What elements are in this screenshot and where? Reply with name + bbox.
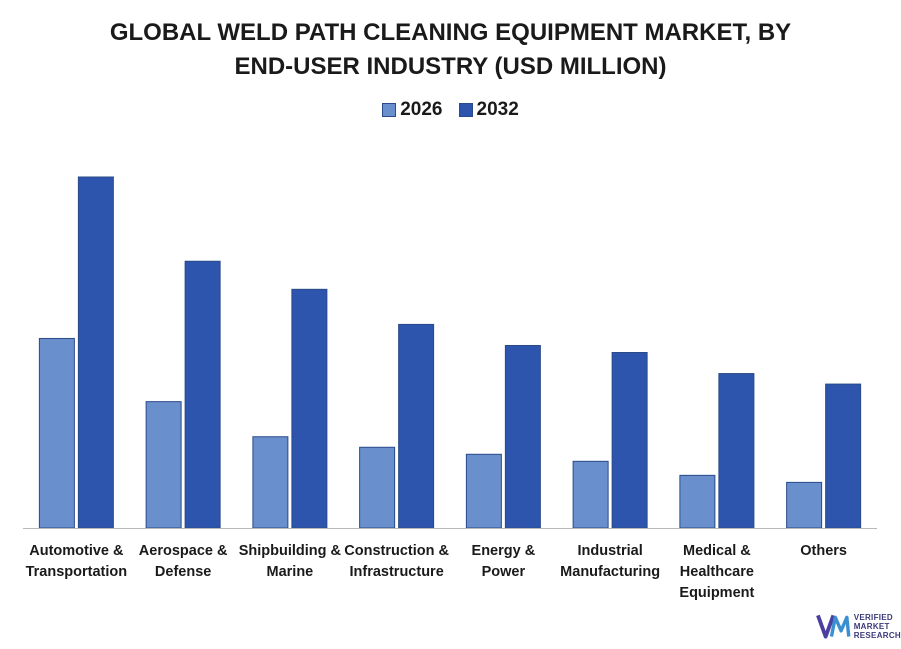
bar-2026-3	[359, 446, 396, 529]
legend-item-2032: 2032	[458, 99, 519, 121]
bar-2026-1	[145, 401, 182, 529]
x-tick-label-6: Medical & Healthcare Equipment	[679, 543, 754, 601]
legend-label-2032: 2032	[476, 99, 519, 120]
chart-title-line-1: GLOBAL WELD PATH CLEANING EQUIPMENT MARK…	[109, 19, 792, 46]
verified-market-research-logo: VERIFIED MARKET RESEARCH	[816, 608, 901, 644]
x-tick-label-7: Others	[800, 543, 847, 559]
bar-2026-5	[572, 460, 609, 529]
legend-item-2026: 2026	[382, 99, 443, 121]
chart-title-line-2: END-USER INDUSTRY (USD MILLION)	[234, 53, 667, 80]
bar-2032-7	[825, 383, 862, 529]
x-tick-label-1: Aerospace & Defense	[139, 543, 228, 580]
legend-label-2026: 2026	[400, 99, 443, 120]
bar-2032-3	[398, 323, 435, 529]
bar-2026-4	[465, 453, 502, 529]
bar-2026-2	[252, 436, 289, 529]
bar-2032-2	[291, 288, 328, 529]
x-tick-label-4: Energy & Power	[472, 543, 536, 580]
bar-2032-1	[184, 260, 221, 529]
vmr-logo-icon	[816, 614, 851, 639]
bar-2032-4	[504, 344, 541, 529]
x-tick-label-3: Construction & Infrastructure	[344, 543, 449, 580]
x-tick-label-5: Industrial Manufacturing	[560, 543, 660, 580]
legend-swatch-2026	[382, 103, 397, 117]
chart-legend: 2026 2032	[0, 99, 901, 121]
bar-2026-7	[786, 481, 823, 529]
bar-2032-6	[718, 373, 755, 529]
logo-line-3: RESEARCH	[853, 630, 901, 640]
legend-swatch-2032	[458, 103, 473, 117]
chart-title: GLOBAL WELD PATH CLEANING EQUIPMENT MARK…	[0, 16, 901, 84]
bar-2026-6	[679, 474, 716, 529]
logo-line-1: VERIFIED	[853, 612, 893, 622]
logo-text: VERIFIED MARKET RESEARCH	[854, 613, 901, 640]
bar-2026-0	[38, 337, 75, 529]
bar-2032-5	[611, 352, 648, 529]
x-tick-label-0: Automotive & Transportation	[26, 543, 128, 580]
logo-line-2: MARKET	[853, 621, 890, 631]
x-tick-label-2: Shipbuilding & Marine	[239, 543, 342, 580]
bar-2032-0	[77, 176, 114, 529]
